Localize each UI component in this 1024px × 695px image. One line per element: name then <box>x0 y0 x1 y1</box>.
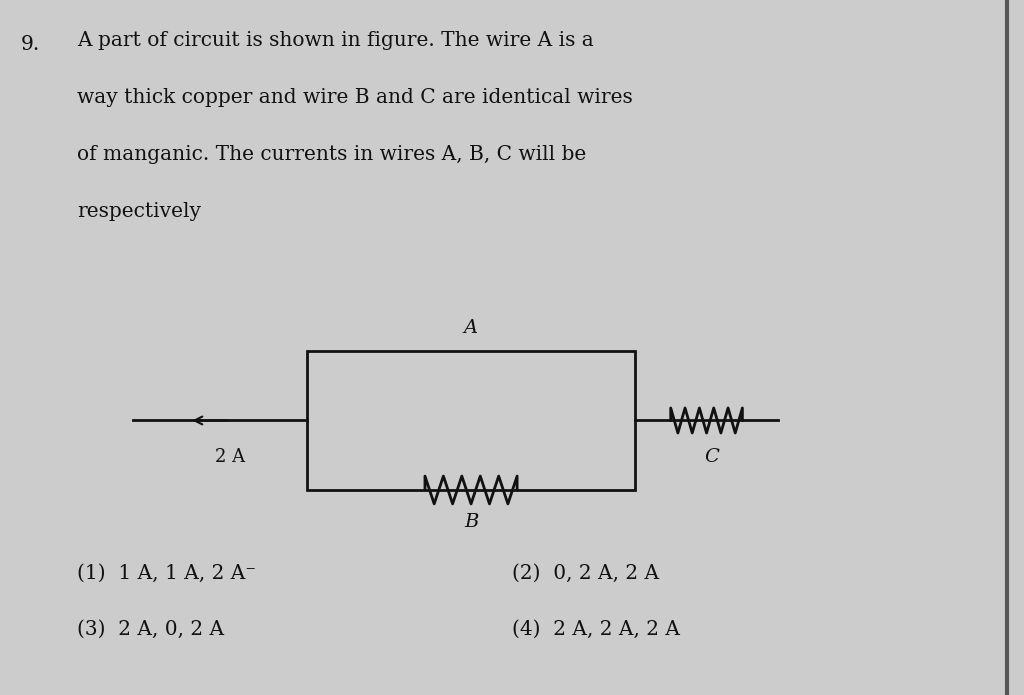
Text: (1)  1 A, 1 A, 2 A⁻: (1) 1 A, 1 A, 2 A⁻ <box>77 564 256 583</box>
Text: (4)  2 A, 2 A, 2 A: (4) 2 A, 2 A, 2 A <box>512 619 680 639</box>
Text: (3)  2 A, 0, 2 A: (3) 2 A, 0, 2 A <box>77 619 224 639</box>
Bar <box>307 351 635 490</box>
Text: A: A <box>464 319 478 337</box>
Text: way thick copper and wire B and C are identical wires: way thick copper and wire B and C are id… <box>77 88 633 107</box>
Text: (2)  0, 2 A, 2 A: (2) 0, 2 A, 2 A <box>512 564 659 583</box>
Text: of manganic. The currents in wires A, B, C will be: of manganic. The currents in wires A, B,… <box>77 145 586 164</box>
Text: 9.: 9. <box>20 35 40 54</box>
Text: 2 A: 2 A <box>215 448 246 466</box>
Text: respectively: respectively <box>77 202 201 221</box>
Text: A part of circuit is shown in figure. The wire A is a: A part of circuit is shown in figure. Th… <box>77 31 594 50</box>
Text: B: B <box>464 513 478 531</box>
Text: C: C <box>705 448 719 466</box>
